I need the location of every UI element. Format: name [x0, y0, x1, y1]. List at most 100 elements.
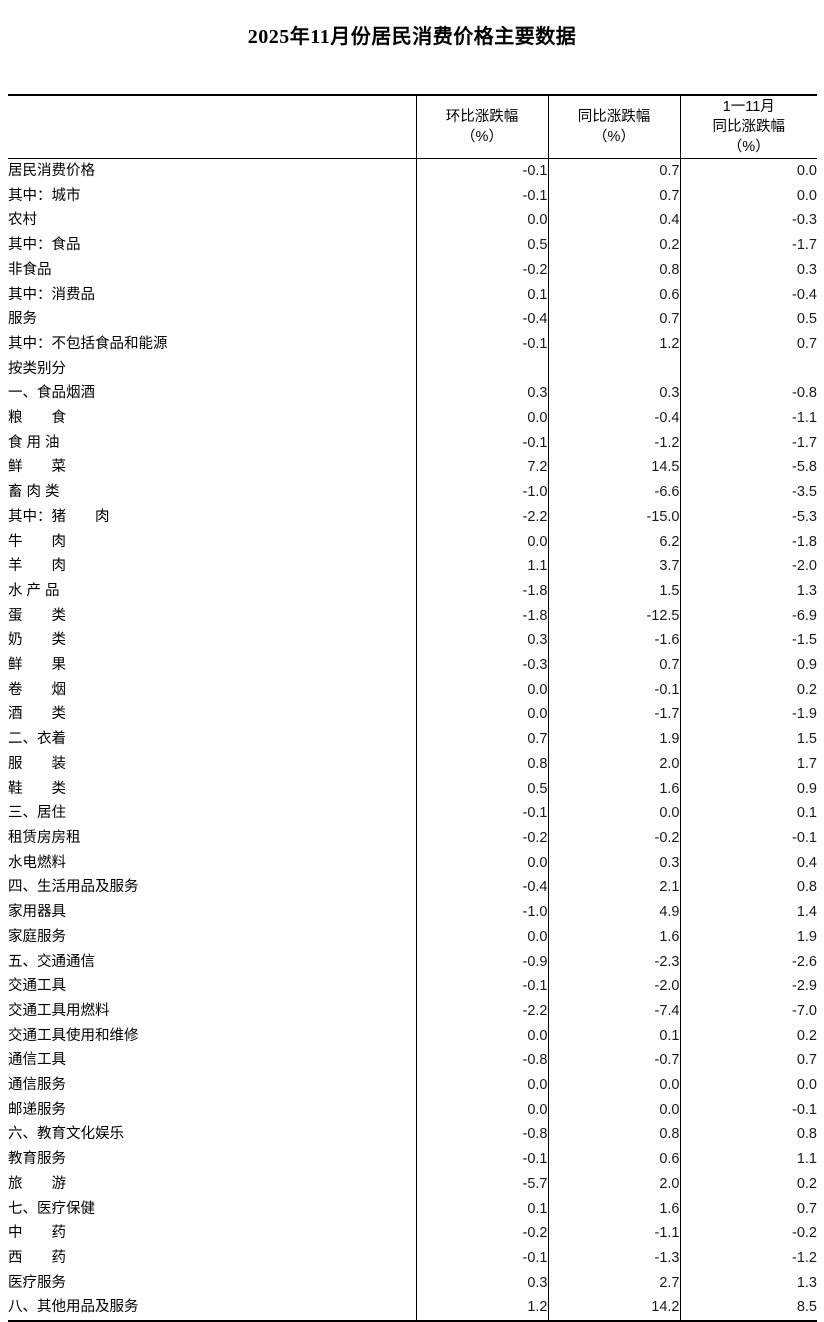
- row-value-ytd: -2.9: [679, 974, 817, 999]
- row-value-yoy: 14.5: [547, 455, 680, 481]
- row-label: 食 用 油: [8, 434, 60, 451]
- row-label: 八、其他用品及服务: [8, 1295, 416, 1322]
- row-value-ytd: -1.7: [679, 430, 817, 456]
- table-body: 居民消费价格 -0.1 0.7 0.0 其中：城市 -0.1 0.7 0.0 农村 0.0 0.4-…: [8, 158, 817, 1322]
- page-title: 2025年11月份居民消费价格主要数据: [247, 26, 577, 48]
- row-value-yoy: 1.6: [547, 924, 680, 950]
- row-label: 交通工具用燃料: [8, 1002, 110, 1019]
- row-value-mom: 1.2: [415, 1295, 548, 1322]
- row-value-yoy: 0.6: [547, 282, 680, 308]
- row-value-yoy: [547, 356, 680, 382]
- row-value-yoy: 1.2: [547, 331, 680, 357]
- row-value-ytd: 1.5: [679, 727, 817, 752]
- row-value-ytd: 0.2: [679, 1171, 817, 1197]
- table-row: 其中：消费品 0.1 0.6 -0.4: [8, 282, 817, 308]
- row-value-ytd: -1.7: [679, 233, 817, 258]
- row-label: 西 药: [8, 1249, 66, 1266]
- row-label: 牛 肉: [8, 533, 66, 550]
- table-row: 西 药 -0.1 -1.3 -1.2: [8, 1245, 817, 1271]
- row-label: 其中：猪 肉: [8, 508, 110, 525]
- table-row: 医疗服务 0.3 2.7 1.3: [8, 1270, 817, 1296]
- row-value-ytd: -6.9: [679, 603, 817, 629]
- row-value-mom: -0.1: [415, 1147, 548, 1172]
- row-value-ytd: -0.4: [679, 282, 817, 308]
- row-value-mom: 0.0: [415, 529, 548, 555]
- row-value-ytd: 1.3: [679, 578, 817, 604]
- row-label: 鲜 果: [8, 657, 66, 674]
- row-label: 四、生活用品及服务: [8, 879, 139, 896]
- table-row: 服 装 0.8 2.0 1.7: [8, 751, 817, 777]
- row-value-ytd: 1.1: [679, 1147, 817, 1172]
- row-value-ytd: 0.7: [679, 1196, 817, 1222]
- row-value-mom: -0.2: [415, 1221, 548, 1246]
- row-value-ytd: 1.7: [679, 751, 817, 777]
- row-value-yoy: -6.6: [547, 480, 680, 505]
- row-value-ytd: -2.0: [679, 554, 817, 579]
- row-value-yoy: 1.5: [547, 578, 680, 604]
- row-value-ytd: -1.8: [679, 529, 817, 555]
- row-value-ytd: 0.1: [679, 801, 817, 826]
- row-value-mom: -0.1: [415, 183, 548, 209]
- column-header-yoy-unit: （%）: [593, 129, 635, 145]
- table-row: 六、教育文化娱乐 -0.8 0.8 0.8: [8, 1122, 817, 1148]
- row-value-ytd: -5.8: [679, 455, 817, 481]
- row-value-mom: -0.2: [415, 257, 548, 283]
- row-value-ytd: -0.1: [679, 1097, 817, 1123]
- row-value-ytd: -0.2: [679, 1221, 817, 1246]
- row-value-yoy: -12.5: [547, 603, 680, 629]
- row-label: 鞋 类: [8, 780, 66, 797]
- table-row: 其中：不包括食品和能源 -0.1 1.2 0.7: [8, 331, 817, 357]
- row-value-yoy: -0.4: [547, 406, 680, 431]
- row-value-ytd: -0.3: [679, 208, 817, 234]
- table-row: 食 用 油 -0.1 -1.2 -1.7: [8, 430, 817, 456]
- column-header-mom-title: 环比涨跌幅: [445, 109, 519, 125]
- row-value-ytd: 0.2: [679, 1023, 817, 1049]
- column-header-mom: 环比涨跌幅 （%）: [415, 94, 548, 159]
- row-value-yoy: 0.6: [547, 1147, 680, 1172]
- row-value-ytd: 0.7: [679, 1048, 817, 1074]
- row-value-mom: 0.0: [415, 1023, 548, 1049]
- row-label: 其中：食品: [8, 237, 81, 254]
- row-value-ytd: -7.0: [679, 998, 817, 1024]
- column-header-ytd: 1一11月 同比涨跌幅 （%）: [679, 94, 817, 159]
- row-value-mom: -1.8: [415, 603, 548, 629]
- row-value-yoy: 1.9: [547, 727, 680, 752]
- row-value-mom: -1.0: [415, 900, 548, 925]
- table-row: 蛋 类 -1.8 -12.5 -6.9: [8, 603, 817, 629]
- row-value-mom: 0.7: [415, 727, 548, 752]
- table-row: 二、衣着 0.7 1.9 1.5: [8, 727, 817, 752]
- table-row: 七、医疗保健 0.1 1.6 0.7: [8, 1196, 817, 1222]
- row-value-yoy: 0.8: [547, 1122, 680, 1148]
- cpi-data-table: 环比涨跌幅 （%） 同比涨跌幅 （%） 1一11月 同比涨跌幅 （%） 居民消费…: [8, 94, 817, 1322]
- row-value-ytd: 1.9: [679, 924, 817, 950]
- row-label: 农村: [8, 212, 37, 229]
- row-value-mom: -0.4: [415, 875, 548, 901]
- table-row: 一、食品烟酒 0.3 0.3 -0.8: [8, 381, 817, 407]
- row-value-yoy: 1.6: [547, 1196, 680, 1222]
- row-value-mom: -0.8: [415, 1122, 548, 1148]
- table-row: 水电燃料 0.0 0.3 0.4: [8, 850, 817, 876]
- table-row: 交通工具 -0.1 -2.0 -2.9: [8, 974, 817, 999]
- row-value-ytd: 8.5: [679, 1295, 817, 1322]
- row-label: 七、医疗保健: [8, 1200, 95, 1217]
- row-value-ytd: -2.6: [679, 949, 817, 975]
- row-value-yoy: 2.0: [547, 751, 680, 777]
- row-label: 教育服务: [8, 1151, 66, 1168]
- row-value-yoy: 2.7: [547, 1270, 680, 1296]
- row-label: 交通工具: [8, 978, 66, 995]
- row-value-mom: -0.2: [415, 825, 548, 851]
- row-value-yoy: 0.1: [547, 1023, 680, 1049]
- table-row: 奶 类 0.3 -1.6 -1.5: [8, 628, 817, 654]
- row-value-ytd: -1.2: [679, 1245, 817, 1271]
- row-label: 畜 肉 类: [8, 484, 60, 501]
- row-value-ytd: -0.1: [679, 825, 817, 851]
- row-value-mom: -0.1: [415, 974, 548, 999]
- row-value-mom: -0.1: [415, 801, 548, 826]
- row-value-ytd: 0.0: [679, 158, 817, 184]
- table-row: 粮 食 0.0 -0.4 -1.1: [8, 406, 817, 431]
- row-value-yoy: 4.9: [547, 900, 680, 925]
- table-row: 通信服务 0.0 0.0 0.0: [8, 1073, 817, 1098]
- column-header-ytd-period: 1一11月: [722, 99, 775, 115]
- column-header-ytd-title: 同比涨跌幅: [712, 119, 786, 135]
- row-value-yoy: 0.7: [547, 307, 680, 332]
